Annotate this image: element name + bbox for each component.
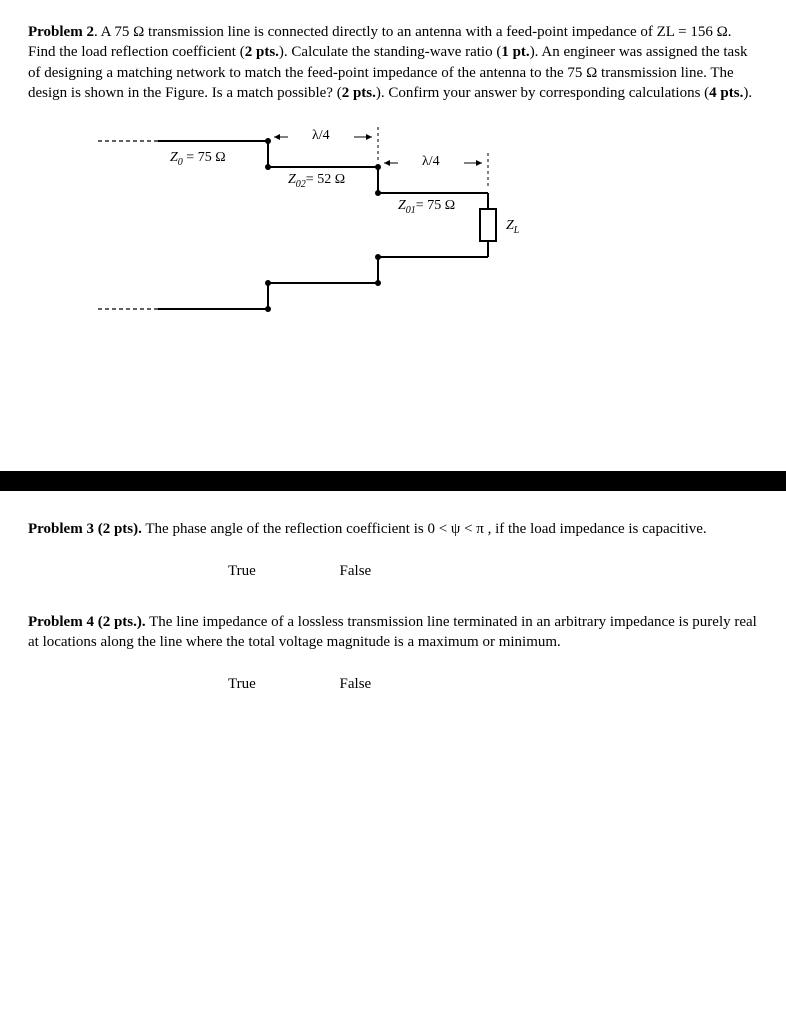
problem4-false[interactable]: False — [340, 674, 372, 694]
problem3-text: Problem 3 (2 pts). The phase angle of th… — [28, 519, 758, 539]
z0-label: Z0 = 75 Ω — [170, 149, 226, 169]
p2-pts1: 2 pts. — [245, 44, 279, 60]
z01-label: Z01= 75 Ω — [398, 197, 455, 217]
p2-pts2: 1 pt. — [501, 44, 529, 60]
page-separator — [0, 471, 786, 491]
p2-t5: ). — [743, 85, 752, 101]
lambda4-label-1: λ/4 — [312, 127, 330, 146]
problem4-label: Problem 4 (2 pts.). — [28, 614, 146, 630]
z02-label: Z02= 52 Ω — [288, 171, 345, 191]
problem2-text: Problem 2. A 75 Ω transmission line is c… — [28, 22, 758, 103]
p2-pts4: 4 pts. — [709, 85, 743, 101]
zl-label: ZL — [506, 217, 519, 237]
p2-t4: ). Confirm your answer by corresponding … — [376, 85, 709, 101]
lambda4-label-2: λ/4 — [422, 153, 440, 172]
circuit-figure: λ/4 λ/4 Z0 = 75 Ω Z02= 52 Ω Z01= 75 Ω ZL — [98, 121, 618, 331]
problem4-true[interactable]: True — [228, 674, 256, 694]
problem4-text: Problem 4 (2 pts.). The line impedance o… — [28, 612, 758, 653]
p3-body: The phase angle of the reflection coeffi… — [142, 521, 707, 537]
problem3-false[interactable]: False — [340, 561, 372, 581]
p2-pts3: 2 pts. — [342, 85, 376, 101]
problem4-choices: True False — [228, 674, 758, 694]
p2-t2: ). Calculate the standing-wave ratio ( — [279, 44, 501, 60]
problem3-true[interactable]: True — [228, 561, 256, 581]
problem3-label: Problem 3 (2 pts). — [28, 521, 142, 537]
problem3-choices: True False — [228, 561, 758, 581]
problem2-label: Problem 2 — [28, 24, 94, 40]
